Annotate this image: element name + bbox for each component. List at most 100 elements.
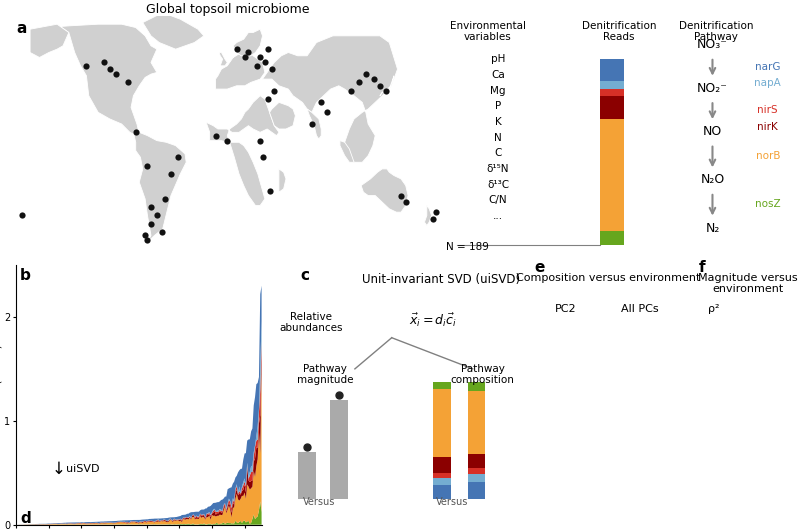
Point bbox=[321, 108, 334, 117]
Point bbox=[374, 82, 386, 90]
Bar bbox=[468, 391, 485, 454]
Text: Unit-invariant SVD (uiSVD): Unit-invariant SVD (uiSVD) bbox=[362, 273, 520, 286]
Point bbox=[141, 161, 154, 170]
Point bbox=[426, 215, 439, 223]
Point bbox=[145, 219, 158, 228]
Text: nirS: nirS bbox=[758, 105, 778, 115]
Text: ρ²: ρ² bbox=[708, 304, 719, 314]
Bar bbox=[600, 89, 624, 96]
Point bbox=[268, 86, 281, 95]
Text: N: N bbox=[494, 132, 502, 143]
Bar bbox=[434, 389, 450, 457]
Text: Environmental
variables: Environmental variables bbox=[450, 21, 526, 42]
Text: Magnitude versus
environment: Magnitude versus environment bbox=[698, 273, 798, 294]
Text: N₂O: N₂O bbox=[700, 173, 725, 187]
Bar bbox=[468, 454, 485, 469]
Point bbox=[306, 120, 318, 128]
Bar bbox=[434, 457, 450, 473]
Text: narG: narG bbox=[755, 61, 781, 72]
Point bbox=[314, 98, 327, 107]
Polygon shape bbox=[30, 24, 69, 57]
Text: Relative
abundances: Relative abundances bbox=[279, 312, 342, 333]
Polygon shape bbox=[279, 169, 286, 192]
Text: nosZ: nosZ bbox=[755, 199, 781, 209]
Point bbox=[254, 136, 266, 145]
Text: K: K bbox=[494, 117, 502, 127]
Bar bbox=[600, 231, 624, 245]
Point bbox=[238, 53, 251, 61]
Text: norB: norB bbox=[755, 151, 780, 161]
Bar bbox=[434, 485, 450, 499]
Text: Pathway
magnitude: Pathway magnitude bbox=[297, 364, 354, 385]
Point bbox=[221, 136, 234, 145]
Point bbox=[250, 61, 263, 70]
Text: b: b bbox=[20, 268, 31, 282]
Polygon shape bbox=[307, 109, 321, 139]
Text: a: a bbox=[16, 21, 26, 36]
Text: NO₂⁻: NO₂⁻ bbox=[697, 82, 728, 95]
Point bbox=[254, 53, 266, 61]
Text: Mg: Mg bbox=[490, 86, 506, 95]
Bar bbox=[468, 474, 485, 482]
Text: ...: ... bbox=[493, 211, 503, 221]
Bar bbox=[600, 81, 624, 89]
Text: δ¹³C: δ¹³C bbox=[487, 180, 509, 190]
Polygon shape bbox=[380, 76, 394, 96]
Text: d: d bbox=[20, 511, 30, 526]
Text: C: C bbox=[494, 148, 502, 158]
Text: pH: pH bbox=[491, 54, 506, 64]
Text: Composition versus environment: Composition versus environment bbox=[516, 273, 700, 283]
Point bbox=[121, 78, 134, 87]
Polygon shape bbox=[233, 29, 262, 57]
Point bbox=[141, 236, 154, 245]
Title: Global topsoil microbiome: Global topsoil microbiome bbox=[146, 3, 309, 16]
Point bbox=[138, 231, 151, 240]
Point bbox=[130, 128, 142, 137]
Text: NO₃⁻: NO₃⁻ bbox=[697, 38, 728, 51]
Point bbox=[430, 208, 442, 216]
Text: ↓: ↓ bbox=[52, 460, 66, 478]
Text: $\vec{x}_i = d_i\vec{c}_i$: $\vec{x}_i = d_i\vec{c}_i$ bbox=[410, 312, 458, 329]
Point bbox=[266, 65, 278, 73]
Bar bbox=[330, 400, 347, 499]
Point bbox=[145, 203, 158, 211]
Bar bbox=[600, 96, 624, 119]
Y-axis label: Relative
abundance (×10⁻⁴): Relative abundance (×10⁻⁴) bbox=[0, 344, 3, 445]
Point bbox=[344, 86, 357, 95]
Point bbox=[165, 170, 178, 178]
Point bbox=[103, 65, 116, 73]
Bar bbox=[468, 469, 485, 474]
Point bbox=[352, 78, 365, 87]
Point bbox=[263, 186, 276, 195]
Polygon shape bbox=[215, 49, 265, 89]
Text: N₂: N₂ bbox=[706, 222, 720, 235]
Text: PC2: PC2 bbox=[555, 304, 577, 314]
Bar bbox=[468, 482, 485, 499]
Text: NO: NO bbox=[703, 125, 722, 138]
Point bbox=[110, 70, 122, 78]
Point bbox=[80, 61, 93, 70]
Polygon shape bbox=[142, 13, 204, 49]
Point bbox=[258, 58, 271, 67]
Bar bbox=[434, 382, 450, 389]
Polygon shape bbox=[134, 132, 186, 242]
Text: nirK: nirK bbox=[758, 122, 778, 132]
Text: f: f bbox=[698, 260, 706, 275]
Point bbox=[262, 95, 274, 103]
Point bbox=[262, 45, 274, 54]
Text: Pathway
composition: Pathway composition bbox=[450, 364, 514, 385]
Polygon shape bbox=[219, 52, 227, 66]
Point bbox=[15, 211, 28, 220]
Text: napA: napA bbox=[754, 78, 781, 89]
Point bbox=[359, 70, 372, 78]
Text: Denitrification
Pathway: Denitrification Pathway bbox=[678, 21, 753, 42]
Point bbox=[150, 211, 163, 220]
Bar bbox=[434, 473, 450, 478]
Bar bbox=[298, 452, 315, 499]
Bar bbox=[434, 478, 450, 485]
Point bbox=[399, 198, 412, 206]
Point bbox=[158, 195, 171, 203]
Text: P: P bbox=[495, 101, 502, 111]
Point bbox=[379, 86, 392, 95]
Text: Versus: Versus bbox=[303, 497, 335, 507]
